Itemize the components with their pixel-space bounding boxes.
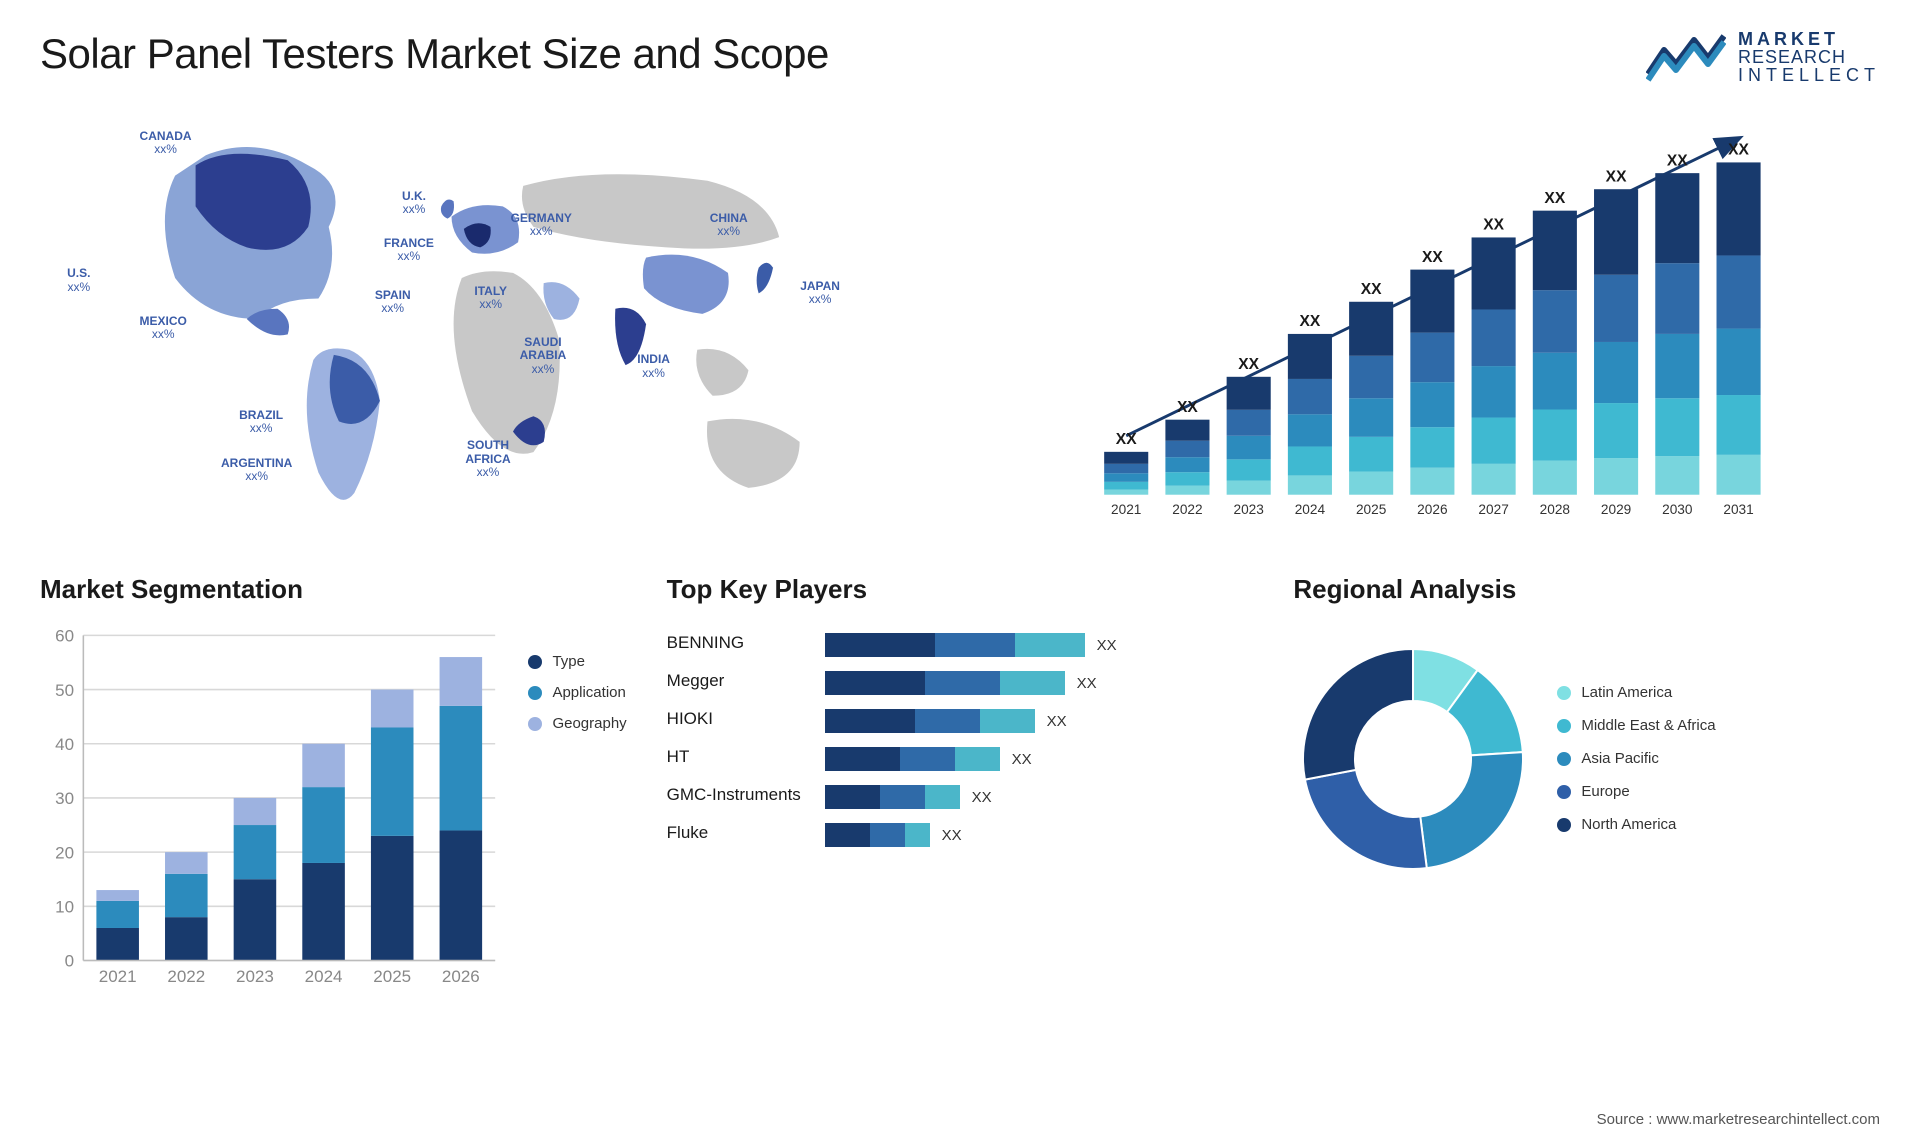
player-name: GMC-Instruments — [667, 785, 807, 805]
map-label: GERMANYxx% — [511, 212, 572, 238]
svg-text:2024: 2024 — [305, 967, 343, 986]
map-label: SOUTHAFRICAxx% — [465, 439, 510, 479]
svg-text:0: 0 — [65, 952, 74, 971]
svg-text:2022: 2022 — [1172, 502, 1202, 517]
player-value: XX — [942, 827, 962, 844]
player-bar-row: XX — [825, 633, 1254, 657]
svg-text:XX: XX — [1299, 313, 1320, 330]
svg-text:2023: 2023 — [1233, 502, 1263, 517]
svg-text:30: 30 — [55, 789, 74, 808]
svg-text:XX: XX — [1177, 399, 1198, 416]
svg-text:2027: 2027 — [1478, 502, 1508, 517]
world-map-panel: CANADAxx% U.S.xx% MEXICOxx% BRAZILxx% ARGENT… — [40, 104, 945, 534]
growth-chart: XX 2021 XX 2022 XX 2023 XX 2024 XX 2025 XX 2026 XX 20… — [975, 114, 1880, 524]
svg-text:XX: XX — [1116, 431, 1137, 448]
players-labels: BENNING Megger HIOKI HT GMC-Instruments Fluke — [667, 633, 807, 843]
svg-text:XX: XX — [1422, 249, 1443, 266]
player-value: XX — [1077, 675, 1097, 692]
svg-text:2025: 2025 — [1356, 502, 1387, 517]
source-text: Source : www.marketresearchintellect.com — [1597, 1111, 1880, 1128]
map-label: U.K.xx% — [402, 190, 426, 216]
player-name: HIOKI — [667, 709, 807, 729]
svg-text:2021: 2021 — [1111, 502, 1141, 517]
svg-text:2029: 2029 — [1601, 502, 1631, 517]
svg-text:XX: XX — [1544, 190, 1565, 207]
player-value: XX — [1012, 751, 1032, 768]
svg-text:20: 20 — [55, 843, 74, 862]
svg-text:40: 40 — [55, 735, 74, 754]
legend-item: North America — [1557, 816, 1715, 833]
svg-text:XX: XX — [1361, 281, 1382, 298]
player-name: HT — [667, 747, 807, 767]
player-bar-row: XX — [825, 709, 1254, 733]
player-bar-row: XX — [825, 747, 1254, 771]
svg-text:XX: XX — [1728, 142, 1749, 159]
legend-item: Latin America — [1557, 684, 1715, 701]
players-bars: XX XX XX XX XX XX — [825, 633, 1254, 847]
svg-text:10: 10 — [55, 898, 74, 917]
map-label: FRANCExx% — [384, 237, 434, 263]
svg-text:2030: 2030 — [1662, 502, 1693, 517]
player-bar-row: XX — [825, 671, 1254, 695]
logo-text-2: RESEARCH — [1738, 48, 1880, 66]
logo-text-3: INTELLECT — [1738, 66, 1880, 84]
svg-text:XX: XX — [1238, 356, 1259, 373]
map-label: ARGENTINAxx% — [221, 457, 292, 483]
player-value: XX — [1047, 713, 1067, 730]
map-label: MEXICOxx% — [140, 315, 187, 341]
logo-mark-icon — [1646, 32, 1726, 82]
map-label: INDIAxx% — [637, 353, 670, 379]
svg-text:2031: 2031 — [1723, 502, 1753, 517]
svg-text:XX: XX — [1483, 217, 1504, 234]
svg-text:50: 50 — [55, 681, 74, 700]
legend-item: Application — [528, 684, 626, 701]
legend-item: Europe — [1557, 783, 1715, 800]
svg-text:2025: 2025 — [373, 967, 411, 986]
segmentation-title: Market Segmentation — [40, 574, 627, 605]
map-label: SPAINxx% — [375, 289, 411, 315]
page-title: Solar Panel Testers Market Size and Scop… — [40, 30, 829, 78]
segmentation-chart: 0 10 20 30 40 50 60 2021 2022 2023 2024 2025 2026 — [40, 623, 504, 995]
map-label: ITALYxx% — [474, 285, 507, 311]
svg-text:2026: 2026 — [1417, 502, 1447, 517]
svg-text:XX: XX — [1606, 168, 1627, 185]
regional-donut — [1293, 639, 1533, 879]
svg-text:2021: 2021 — [99, 967, 137, 986]
player-value: XX — [1097, 637, 1117, 654]
legend-item: Middle East & Africa — [1557, 717, 1715, 734]
brand-logo: MARKET RESEARCH INTELLECT — [1646, 30, 1880, 84]
regional-legend: Latin America Middle East & Africa Asia Pa… — [1557, 684, 1715, 833]
map-label: CANADAxx% — [140, 130, 192, 156]
player-name: BENNING — [667, 633, 807, 653]
map-label: JAPANxx% — [800, 280, 840, 306]
player-value: XX — [972, 789, 992, 806]
map-label: SAUDIARABIAxx% — [520, 336, 567, 376]
svg-text:XX: XX — [1667, 152, 1688, 169]
player-bar-row: XX — [825, 823, 1254, 847]
players-title: Top Key Players — [667, 574, 1254, 605]
legend-item: Geography — [528, 715, 626, 732]
segmentation-panel: Market Segmentation 01020304050602021202… — [40, 574, 627, 894]
svg-text:2024: 2024 — [1295, 502, 1326, 517]
growth-chart-panel: XX 2021 XX 2022 XX 2023 XX 2024 XX 2025 XX 2026 XX 20… — [975, 104, 1880, 534]
map-label: CHINAxx% — [710, 212, 748, 238]
svg-text:2023: 2023 — [236, 967, 274, 986]
logo-text-1: MARKET — [1738, 30, 1880, 48]
map-label: U.S.xx% — [67, 267, 90, 293]
svg-text:2028: 2028 — [1540, 502, 1570, 517]
regional-title: Regional Analysis — [1293, 574, 1880, 605]
legend-item: Type — [528, 653, 626, 670]
player-name: Fluke — [667, 823, 807, 843]
player-bar-row: XX — [825, 785, 1254, 809]
svg-text:2026: 2026 — [442, 967, 480, 986]
legend-item: Asia Pacific — [1557, 750, 1715, 767]
regional-panel: Regional Analysis Latin America Middle Ea… — [1293, 574, 1880, 894]
map-label: BRAZILxx% — [239, 409, 283, 435]
players-panel: Top Key Players BENNING Megger HIOKI HT GMC-… — [667, 574, 1254, 894]
player-name: Megger — [667, 671, 807, 691]
segmentation-legend: Type Application Geography — [528, 623, 626, 995]
svg-text:60: 60 — [55, 627, 74, 646]
svg-text:2022: 2022 — [167, 967, 205, 986]
